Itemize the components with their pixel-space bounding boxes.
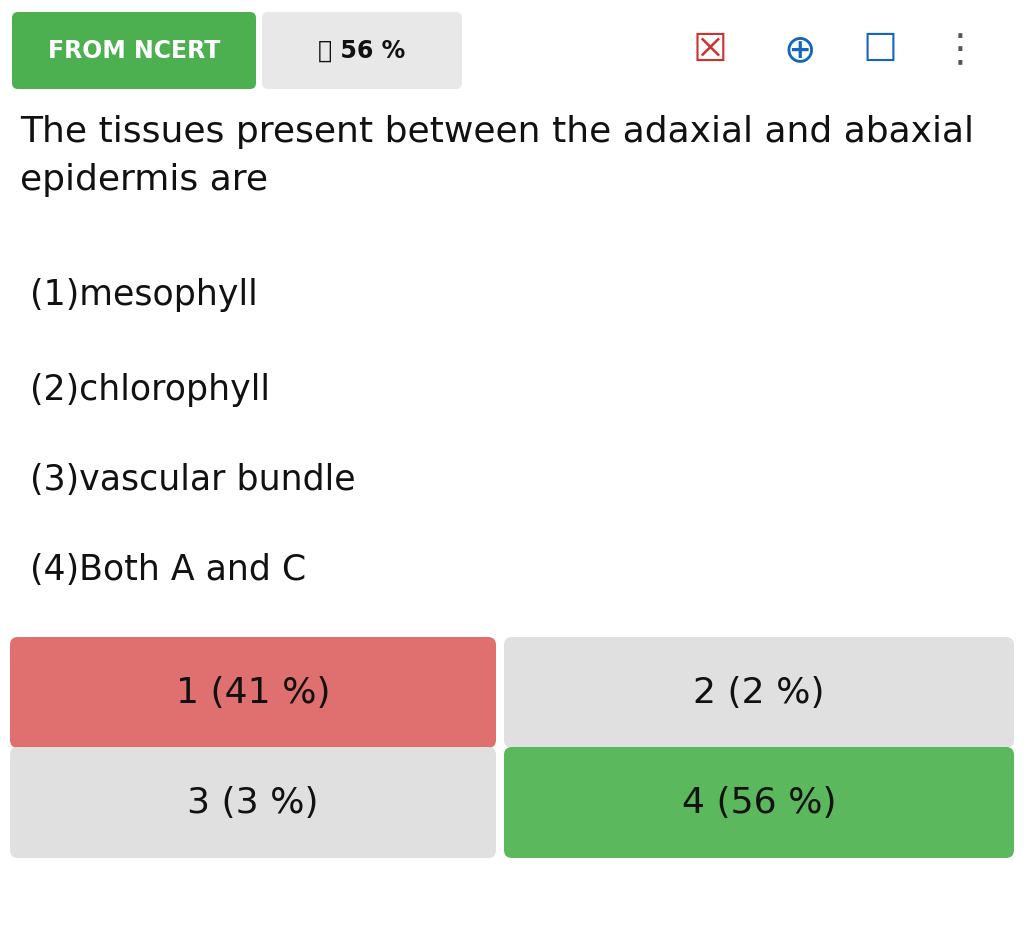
FancyBboxPatch shape — [262, 12, 462, 89]
Text: FROM NCERT: FROM NCERT — [48, 39, 220, 62]
FancyBboxPatch shape — [10, 747, 496, 858]
FancyBboxPatch shape — [10, 637, 496, 748]
Text: (4)Both A and C: (4)Both A and C — [30, 553, 306, 587]
Text: (2)chlorophyll: (2)chlorophyll — [30, 373, 270, 407]
Text: 2 (2 %): 2 (2 %) — [693, 676, 824, 709]
Text: 1 (41 %): 1 (41 %) — [176, 676, 331, 709]
Text: ☐: ☐ — [862, 31, 897, 69]
FancyBboxPatch shape — [12, 12, 256, 89]
Text: ⋮: ⋮ — [941, 31, 979, 69]
Text: The tissues present between the adaxial and abaxial
epidermis are: The tissues present between the adaxial … — [20, 115, 974, 197]
Text: (1)mesophyll: (1)mesophyll — [30, 278, 258, 312]
FancyBboxPatch shape — [504, 747, 1014, 858]
Text: 3 (3 %): 3 (3 %) — [187, 785, 318, 819]
FancyBboxPatch shape — [504, 637, 1014, 748]
Text: ⊕: ⊕ — [783, 31, 816, 69]
Text: 4 (56 %): 4 (56 %) — [682, 785, 837, 819]
Text: ☒: ☒ — [692, 31, 727, 69]
Text: 👍 56 %: 👍 56 % — [318, 39, 406, 62]
Text: (3)vascular bundle: (3)vascular bundle — [30, 463, 355, 497]
